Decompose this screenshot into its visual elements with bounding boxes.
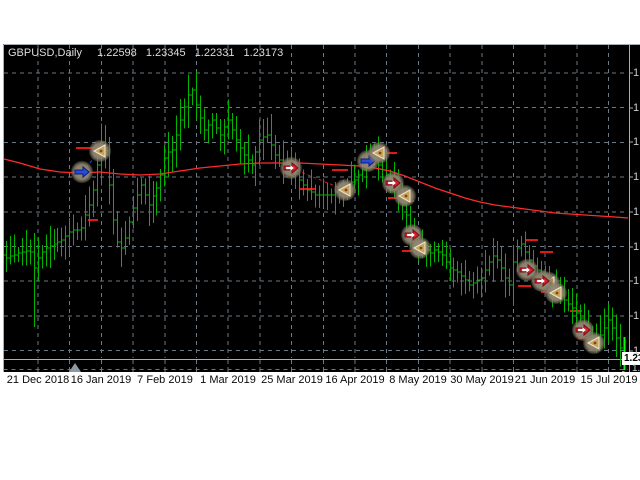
x-axis-label: 1 Mar 2019 [200, 374, 256, 386]
ohlc-low-value: 1.22331 [194, 47, 235, 59]
current-price-box: 1.23 [622, 352, 640, 365]
exit-arrow-dot [378, 151, 382, 155]
sell-arrow-inner-icon [522, 267, 530, 273]
y-axis-label: 1.3 [633, 136, 640, 148]
x-axis-label: 15 Jul 2019 [580, 374, 638, 386]
x-axis-label: 30 May 2019 [450, 374, 514, 386]
chart-layers [3, 44, 640, 372]
exit-arrow-dot [404, 194, 408, 198]
exit-arrow-dot [344, 188, 348, 192]
ohlc-open-value: 1.22598 [97, 47, 137, 59]
exit-arrow-dot [419, 246, 423, 250]
exit-arrow-icon [371, 146, 385, 160]
exit-arrow-dot [593, 341, 597, 345]
chart-svg[interactable] [3, 44, 640, 372]
ohlc-high-value: 1.23345 [145, 47, 186, 59]
exit-arrow-icon [412, 241, 426, 255]
exit-arrow-icon [548, 286, 562, 300]
exit-arrow-icon [92, 144, 106, 158]
exit-arrow-icon [586, 336, 600, 350]
y-axis-label: 1.2 [633, 206, 640, 218]
sell-arrow-inner-icon [537, 278, 545, 284]
ohlc-close-value: 1.23173 [243, 47, 284, 59]
x-axis-label: 16 Apr 2019 [325, 374, 385, 386]
symbol-period-label: GBPUSD,Daily [8, 47, 82, 59]
sell-arrow-inner-icon [407, 232, 415, 238]
y-axis-label: 1.2 [633, 345, 640, 357]
trade-connector-line [81, 150, 101, 173]
y-axis-edge-label: 1.2 [632, 363, 640, 374]
y-axis-label: 1.2 [633, 275, 640, 287]
x-axis-label: 8 May 2019 [389, 374, 447, 386]
x-axis-label: 25 Mar 2019 [261, 374, 323, 386]
sell-arrow-inner-icon [388, 180, 396, 186]
y-axis-label: 1.2 [633, 241, 640, 253]
exit-arrow-dot [99, 149, 103, 153]
x-axis-label: 16 Jan 2019 [70, 374, 132, 386]
scroll-position-marker [69, 363, 81, 372]
sell-arrow-inner-icon [578, 327, 586, 333]
exit-arrow-icon [337, 183, 351, 197]
x-axis-label: 21 Dec 2018 [6, 374, 70, 386]
chart-window[interactable] [3, 44, 640, 372]
current-price-label: 1.23 [624, 353, 640, 364]
y-axis-label: 1.2 [633, 310, 640, 322]
sell-arrow-inner-icon [286, 165, 294, 171]
x-axis-label: 7 Feb 2019 [137, 374, 193, 386]
y-axis-label: 1.3 [633, 67, 640, 79]
exit-arrow-dot [555, 291, 559, 295]
y-axis-label: 1.3 [633, 171, 640, 183]
x-axis-label: 21 Jun 2019 [514, 374, 576, 386]
buy-arrow-icon [74, 165, 90, 179]
chart-title: GBPUSD,Daily 1.22598 1.23345 1.22331 1.2… [8, 47, 283, 59]
exit-arrow-icon [397, 189, 411, 203]
y-axis-label: 1.3 [633, 102, 640, 114]
